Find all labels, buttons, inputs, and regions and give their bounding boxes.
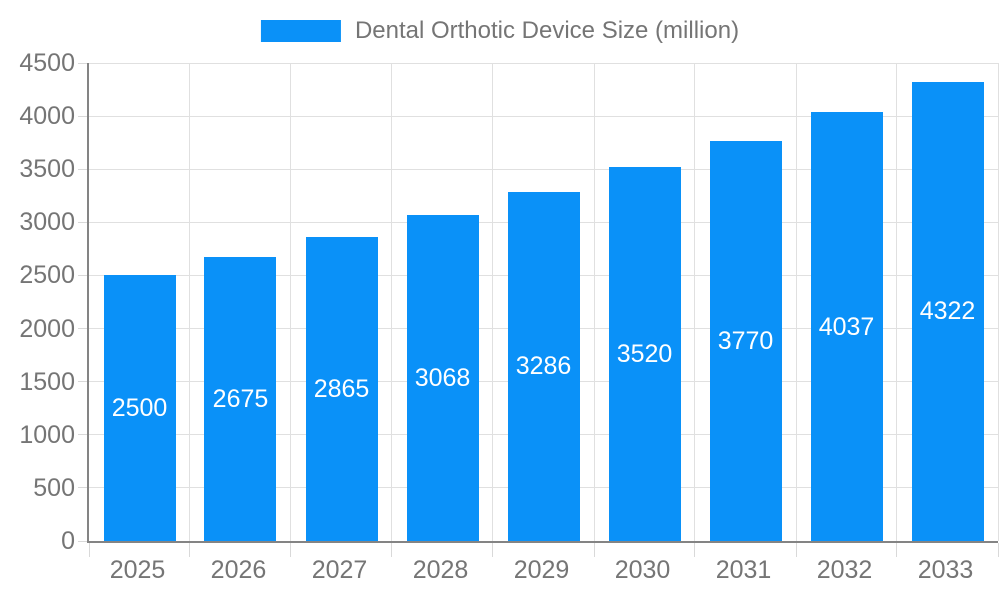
y-tick-label: 500: [33, 473, 75, 502]
y-axis-tick: [78, 487, 87, 489]
y-axis-tick: [78, 274, 87, 276]
x-axis-tick: [189, 543, 191, 557]
v-gridline: [896, 63, 898, 541]
h-gridline: [89, 62, 998, 64]
y-tick-label: 3500: [19, 155, 75, 184]
y-tick-label: 2000: [19, 314, 75, 343]
x-tick-label-2028: 2028: [412, 556, 469, 584]
bar-2028[interactable]: 3068: [406, 215, 479, 541]
y-tick-label: 3000: [19, 208, 75, 237]
x-tick-label-2031: 2031: [715, 556, 772, 584]
bar-2025[interactable]: 2500: [103, 275, 176, 541]
v-gridline: [189, 63, 191, 541]
y-axis-tick: [78, 221, 87, 223]
x-tick-label-2032: 2032: [816, 556, 873, 584]
y-tick-label: 1000: [19, 420, 75, 449]
x-axis-tick: [593, 543, 595, 557]
y-tick-label: 2500: [19, 261, 75, 290]
bar-value-label: 2675: [212, 384, 269, 413]
x-tick-label-2026: 2026: [210, 556, 267, 584]
y-axis-tick: [78, 62, 87, 64]
h-gridline: [89, 115, 998, 117]
v-gridline: [997, 63, 999, 541]
x-axis-tick: [896, 543, 898, 557]
bar-value-label: 4037: [818, 312, 875, 341]
v-gridline: [795, 63, 797, 541]
x-axis-tick: [694, 543, 696, 557]
x-tick-label-2033: 2033: [917, 556, 974, 584]
bar-2027[interactable]: 2865: [305, 236, 378, 541]
bar-value-label: 2500: [111, 394, 168, 423]
y-axis-tick: [78, 381, 87, 383]
bar-2032[interactable]: 4037: [810, 112, 883, 541]
v-gridline: [593, 63, 595, 541]
x-axis-tick: [492, 543, 494, 557]
x-axis-tick: [997, 543, 999, 557]
x-axis-tick: [290, 543, 292, 557]
bar-2030[interactable]: 3520: [608, 167, 681, 541]
y-axis-tick: [78, 434, 87, 436]
bar-value-label: 3520: [616, 340, 673, 369]
y-tick-label: 1500: [19, 367, 75, 396]
bar-value-label: 3068: [414, 364, 471, 393]
x-tick-label-2030: 2030: [614, 556, 671, 584]
x-axis-tick: [795, 543, 797, 557]
y-axis-tick: [78, 540, 87, 542]
x-tick-label-2025: 2025: [109, 556, 166, 584]
x-tick-label-2027: 2027: [311, 556, 368, 584]
plot-area: 2500 2675 2865 3068 3286 3520 3770 4037 4322: [78, 62, 999, 557]
y-tick-label: 4000: [19, 102, 75, 131]
x-axis: 2025 2026 2027 2028 2029 2030 2031 2032 2033: [87, 556, 996, 586]
bar-value-label: 4322: [919, 297, 976, 326]
bar-value-label: 3770: [717, 326, 774, 355]
x-tick-label-2029: 2029: [513, 556, 570, 584]
x-axis-tick: [391, 543, 393, 557]
bar-value-label: 3286: [515, 352, 572, 381]
y-axis-tick: [78, 115, 87, 117]
bar-value-label: 2865: [313, 374, 370, 403]
bar-2029[interactable]: 3286: [507, 191, 580, 541]
v-gridline: [391, 63, 393, 541]
bar-2026[interactable]: 2675: [204, 256, 277, 541]
chart-legend[interactable]: Dental Orthotic Device Size (million): [260, 17, 740, 44]
y-axis-tick: [78, 328, 87, 330]
y-axis-tick: [78, 168, 87, 170]
legend-swatch: [260, 20, 341, 42]
bar-2033[interactable]: 4322: [911, 81, 984, 541]
y-axis: 0 500 1000 1500 2000 2500 3000 3500 4000 4500: [0, 49, 75, 555]
y-tick-label: 4500: [19, 49, 75, 77]
x-axis-tick: [88, 543, 90, 557]
h-gridline: [89, 168, 998, 170]
v-gridline: [492, 63, 494, 541]
v-gridline: [290, 63, 292, 541]
y-tick-label: 0: [61, 527, 75, 555]
bar-2031[interactable]: 3770: [709, 140, 782, 541]
v-gridline: [694, 63, 696, 541]
legend-label: Dental Orthotic Device Size (million): [354, 17, 740, 44]
